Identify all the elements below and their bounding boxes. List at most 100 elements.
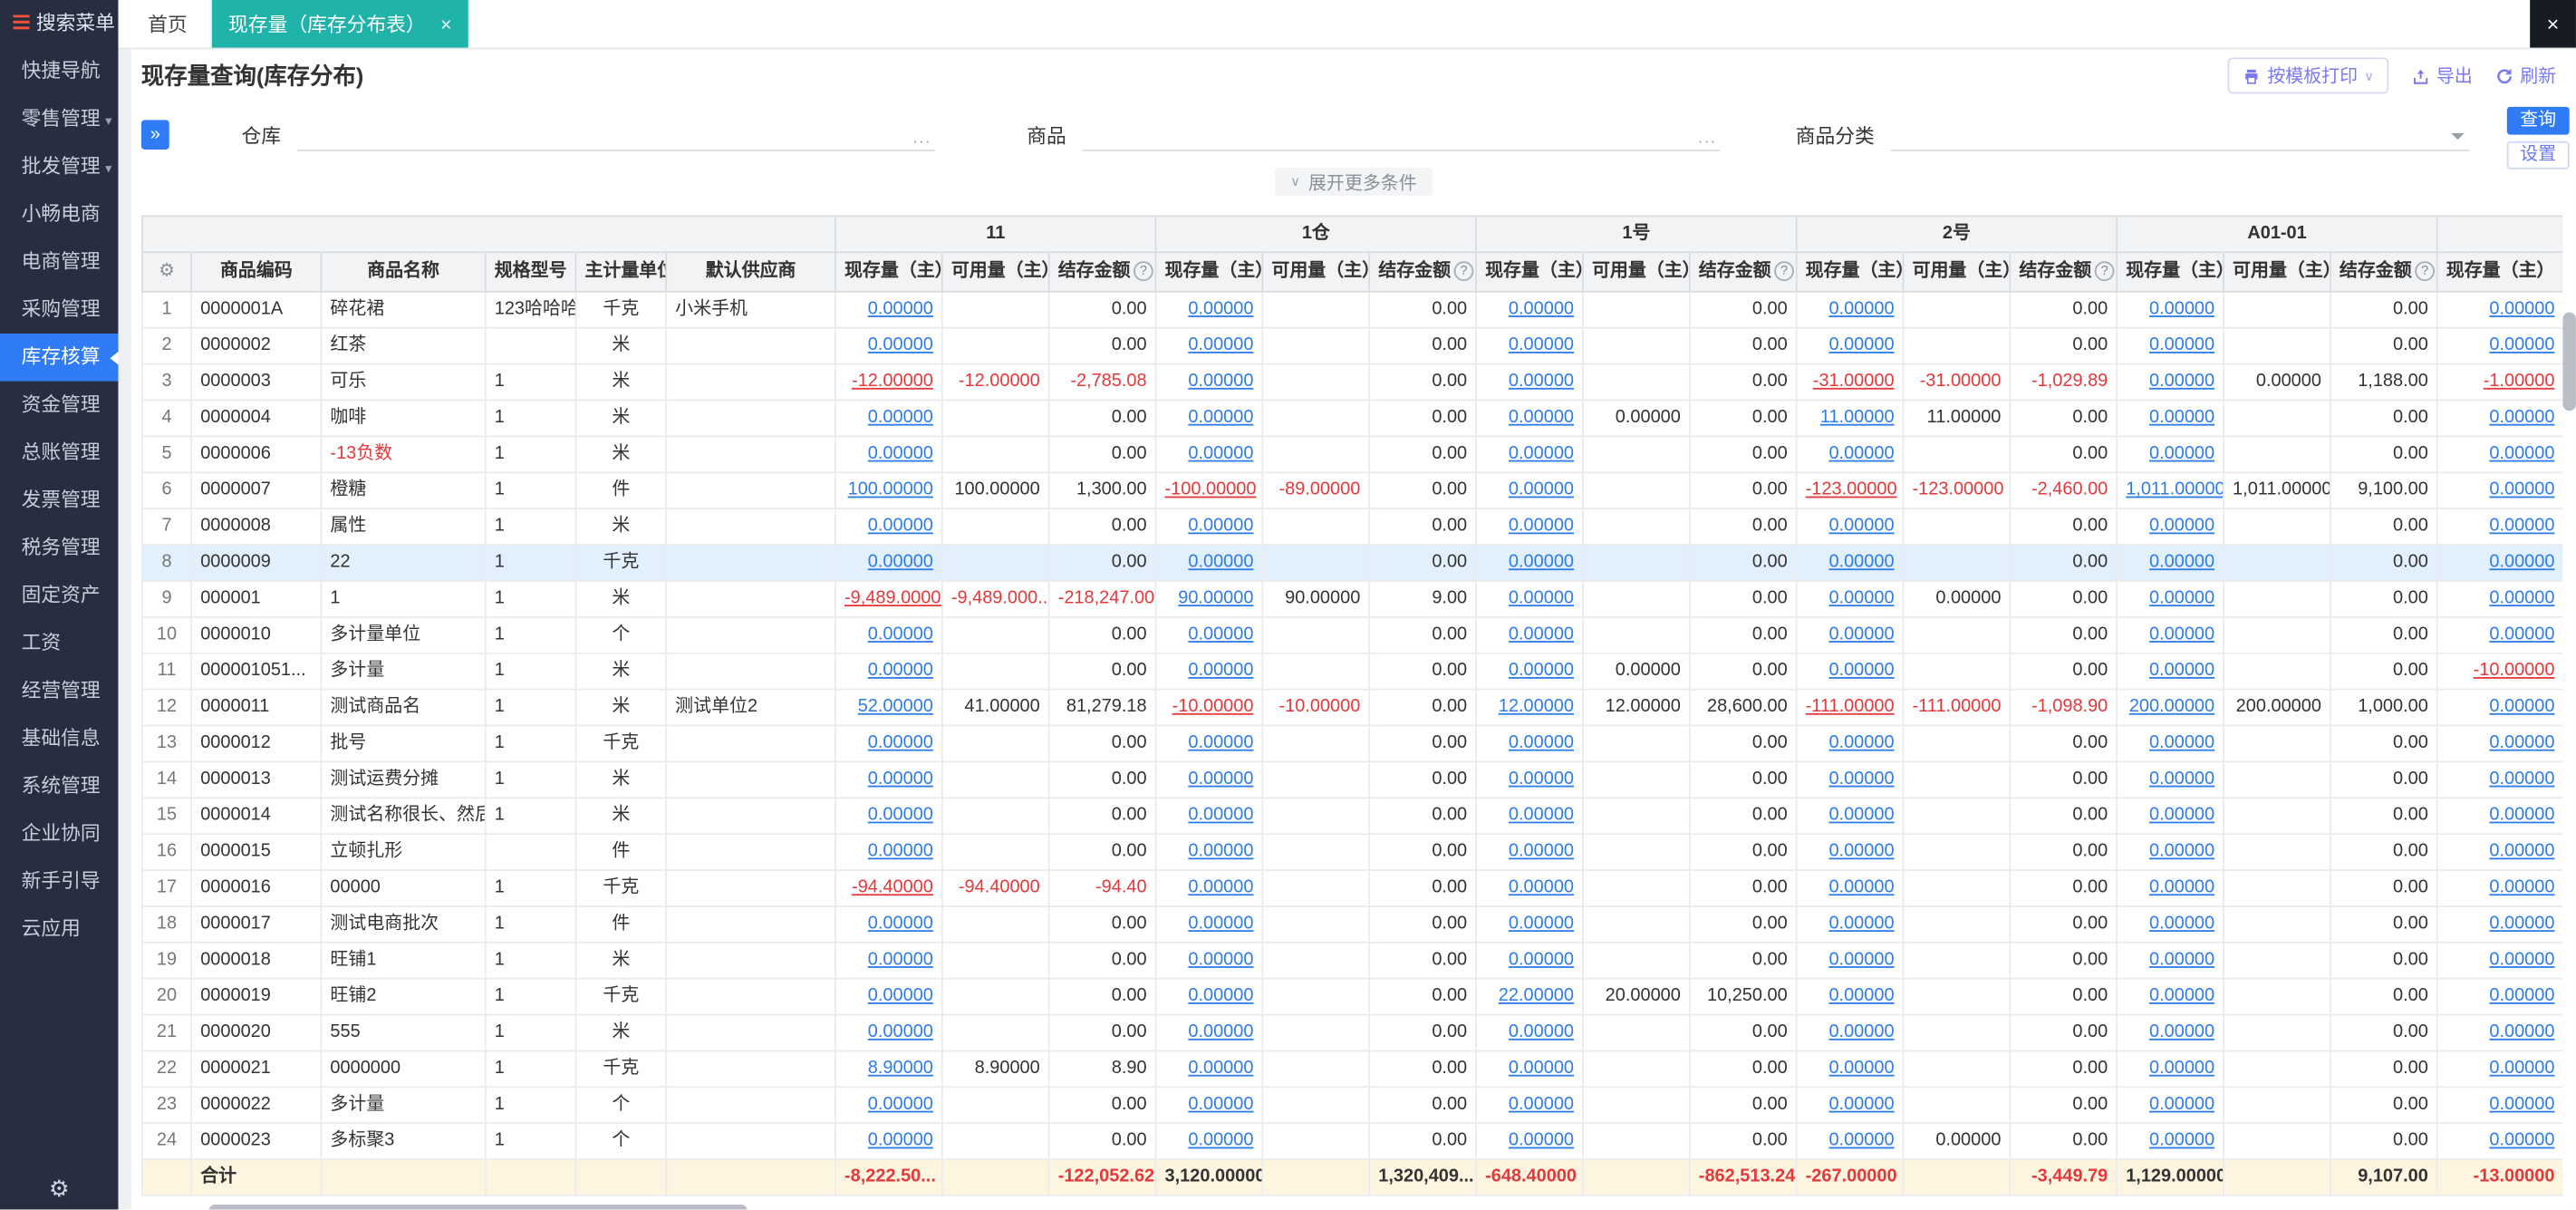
column-header[interactable]: 结存金额? xyxy=(1368,251,1478,293)
qty-link[interactable]: 0.00000 xyxy=(2436,1013,2563,1052)
sidebar-item-16[interactable]: 系统管理 xyxy=(0,762,119,810)
qty-link[interactable]: 0.00000 xyxy=(835,905,943,944)
qty-link[interactable]: 0.00000 xyxy=(1795,760,1905,799)
table-row[interactable]: 22 0000021 0000000 1 千克 8.90000 8.90000 8.90 0.0… xyxy=(140,1050,2563,1089)
qty-link[interactable]: 0.00000 xyxy=(2436,833,2563,871)
qty-link[interactable]: 0.00000 xyxy=(2436,869,2563,907)
column-header[interactable]: 可用量（主） xyxy=(1902,251,2012,293)
qty-link[interactable]: 0.00000 xyxy=(1475,833,1584,871)
qty-link[interactable]: 0.00000 xyxy=(1475,760,1584,799)
info-icon[interactable]: ? xyxy=(2415,261,2436,282)
qty-link[interactable]: 0.00000 xyxy=(1475,544,1584,582)
vertical-scrollbar-thumb[interactable] xyxy=(2562,312,2576,411)
qty-link[interactable]: 0.00000 xyxy=(1154,724,1264,763)
column-header[interactable]: 默认供应商 xyxy=(665,251,836,293)
qty-link[interactable]: -31.00000 xyxy=(1795,363,1905,402)
sidebar-item-7[interactable]: 库存核算 xyxy=(0,334,119,382)
table-row[interactable]: 3 0000003 可乐 1 米 -12.00000 -12.00000 -2,785.08 0… xyxy=(140,363,2563,402)
sidebar-item-18[interactable]: 新手引导 xyxy=(0,857,119,905)
qty-link[interactable]: 0.00000 xyxy=(2436,1122,2563,1161)
qty-link[interactable]: 0.00000 xyxy=(835,290,943,329)
qty-link[interactable]: 0.00000 xyxy=(835,508,943,546)
qty-link[interactable]: 0.00000 xyxy=(1154,833,1264,871)
qty-link[interactable]: 0.00000 xyxy=(1154,615,1264,654)
qty-link[interactable]: 0.00000 xyxy=(1795,977,1905,1016)
qty-link[interactable]: 0.00000 xyxy=(835,652,943,691)
sidebar-item-5[interactable]: 电商管理 xyxy=(0,238,119,286)
info-icon[interactable]: ? xyxy=(1134,261,1153,282)
qty-link[interactable]: -94.40000 xyxy=(835,869,943,907)
sidebar-item-14[interactable]: 经营管理 xyxy=(0,667,119,715)
qty-link[interactable]: 0.00000 xyxy=(1154,977,1264,1016)
qty-link[interactable]: 0.00000 xyxy=(2436,399,2563,438)
vertical-scrollbar[interactable] xyxy=(2562,287,2576,1160)
qty-link[interactable]: 100.00000 xyxy=(835,471,943,510)
qty-link[interactable]: 0.00000 xyxy=(1795,724,1905,763)
table-row[interactable]: 8 0000009 22 1 千克 0.00000 0.00 0.00000 0.00 0.000… xyxy=(140,544,2563,582)
qty-link[interactable]: 0.00000 xyxy=(835,941,943,980)
qty-link[interactable]: 0.00000 xyxy=(1154,941,1264,980)
qty-link[interactable]: 8.90000 xyxy=(835,1050,943,1089)
column-header[interactable]: 可用量（主） xyxy=(2223,251,2331,293)
qty-link[interactable]: 0.00000 xyxy=(1795,544,1905,582)
qty-link[interactable]: 0.00000 xyxy=(835,615,943,654)
qty-link[interactable]: 0.00000 xyxy=(2116,1050,2224,1089)
sidebar-item-15[interactable]: 基础信息 xyxy=(0,715,119,763)
table-row[interactable]: 7 0000008 属性 1 米 0.00000 0.00 0.00000 0.00 0.0000… xyxy=(140,508,2563,546)
qty-link[interactable]: 0.00000 xyxy=(2116,363,2224,402)
qty-link[interactable]: 0.00000 xyxy=(1154,399,1264,438)
sidebar-search-menu[interactable]: 搜索菜单 xyxy=(0,0,119,48)
picker-ellipsis-icon[interactable]: ... xyxy=(912,129,932,148)
tab-close-icon[interactable]: × xyxy=(439,12,452,35)
info-icon[interactable]: ? xyxy=(2094,261,2115,282)
table-row[interactable]: 10 0000010 多计量单位 1 个 0.00000 0.00 0.00000 0.00 0.… xyxy=(140,615,2563,654)
qty-link[interactable]: 0.00000 xyxy=(2116,1013,2224,1052)
qty-link[interactable]: 0.00000 xyxy=(1795,869,1905,907)
qty-link[interactable]: 0.00000 xyxy=(1795,435,1905,474)
qty-link[interactable]: 0.00000 xyxy=(835,797,943,836)
qty-link[interactable]: 0.00000 xyxy=(2436,977,2563,1016)
column-header[interactable]: 主计量单位 xyxy=(574,251,668,293)
horizontal-scrollbar-thumb[interactable] xyxy=(208,1205,748,1210)
qty-link[interactable]: 200.00000 xyxy=(2116,688,2224,727)
picker-ellipsis-icon[interactable]: ... xyxy=(1698,129,1717,148)
qty-link[interactable]: 0.00000 xyxy=(835,435,943,474)
table-row[interactable]: 13 0000012 批号 1 千克 0.00000 0.00 0.00000 0.00 0.00… xyxy=(140,724,2563,763)
qty-link[interactable]: 0.00000 xyxy=(1475,1050,1584,1089)
qty-link[interactable]: 0.00000 xyxy=(1795,797,1905,836)
sidebar-item-8[interactable]: 资金管理 xyxy=(0,382,119,430)
qty-link[interactable]: 0.00000 xyxy=(2116,724,2224,763)
expand-more-button[interactable]: ∨ 展开更多条件 xyxy=(1274,167,1433,196)
qty-link[interactable]: 0.00000 xyxy=(1475,724,1584,763)
qty-link[interactable]: 1,011.00000 xyxy=(2116,471,2224,510)
qty-link[interactable]: 0.00000 xyxy=(835,1122,943,1161)
qty-link[interactable]: 0.00000 xyxy=(2116,399,2224,438)
sidebar-item-12[interactable]: 固定资产 xyxy=(0,572,119,620)
qty-link[interactable]: 0.00000 xyxy=(2436,435,2563,474)
qty-link[interactable]: 0.00000 xyxy=(1154,797,1264,836)
qty-link[interactable]: 0.00000 xyxy=(1475,1086,1584,1125)
table-row[interactable]: 150000014测试名称很长、然后数...1米0.000000.000.000… xyxy=(140,797,2563,836)
tab-home[interactable]: 首页 xyxy=(124,0,212,48)
qty-link[interactable]: 0.00000 xyxy=(1154,363,1264,402)
sidebar-item-10[interactable]: 发票管理 xyxy=(0,477,119,525)
qty-link[interactable]: 0.00000 xyxy=(2436,797,2563,836)
column-header[interactable]: 结存金额? xyxy=(1047,251,1157,293)
qty-link[interactable]: 0.00000 xyxy=(1154,869,1264,907)
qty-link[interactable]: 0.00000 xyxy=(835,1086,943,1125)
qty-link[interactable]: 0.00000 xyxy=(1795,1013,1905,1052)
qty-link[interactable]: 90.00000 xyxy=(1154,580,1264,618)
qty-link[interactable]: 0.00000 xyxy=(1795,326,1905,365)
qty-link[interactable]: 0.00000 xyxy=(1475,1013,1584,1052)
settings-button[interactable]: 设置 xyxy=(2506,140,2570,169)
qty-link[interactable]: 0.00000 xyxy=(2116,869,2224,907)
table-row[interactable]: 4 0000004 咖啡 1 米 0.00000 0.00 0.00000 0.00 0.0000… xyxy=(140,399,2563,438)
table-row[interactable]: 12 0000011 测试商品名 1 米测试单位2 52.00000 41.00000 81,… xyxy=(140,688,2563,727)
qty-link[interactable]: 0.00000 xyxy=(1154,652,1264,691)
qty-link[interactable]: 0.00000 xyxy=(1154,1013,1264,1052)
qty-link[interactable]: -9,489.00000 xyxy=(835,580,943,618)
qty-link[interactable]: 0.00000 xyxy=(835,724,943,763)
table-row[interactable]: 23 0000022 多计量 1 个 0.00000 0.00 0.00000 0.00 0.00… xyxy=(140,1086,2563,1125)
goods-input[interactable]: ... xyxy=(1082,119,1721,150)
qty-link[interactable]: 0.00000 xyxy=(2116,615,2224,654)
